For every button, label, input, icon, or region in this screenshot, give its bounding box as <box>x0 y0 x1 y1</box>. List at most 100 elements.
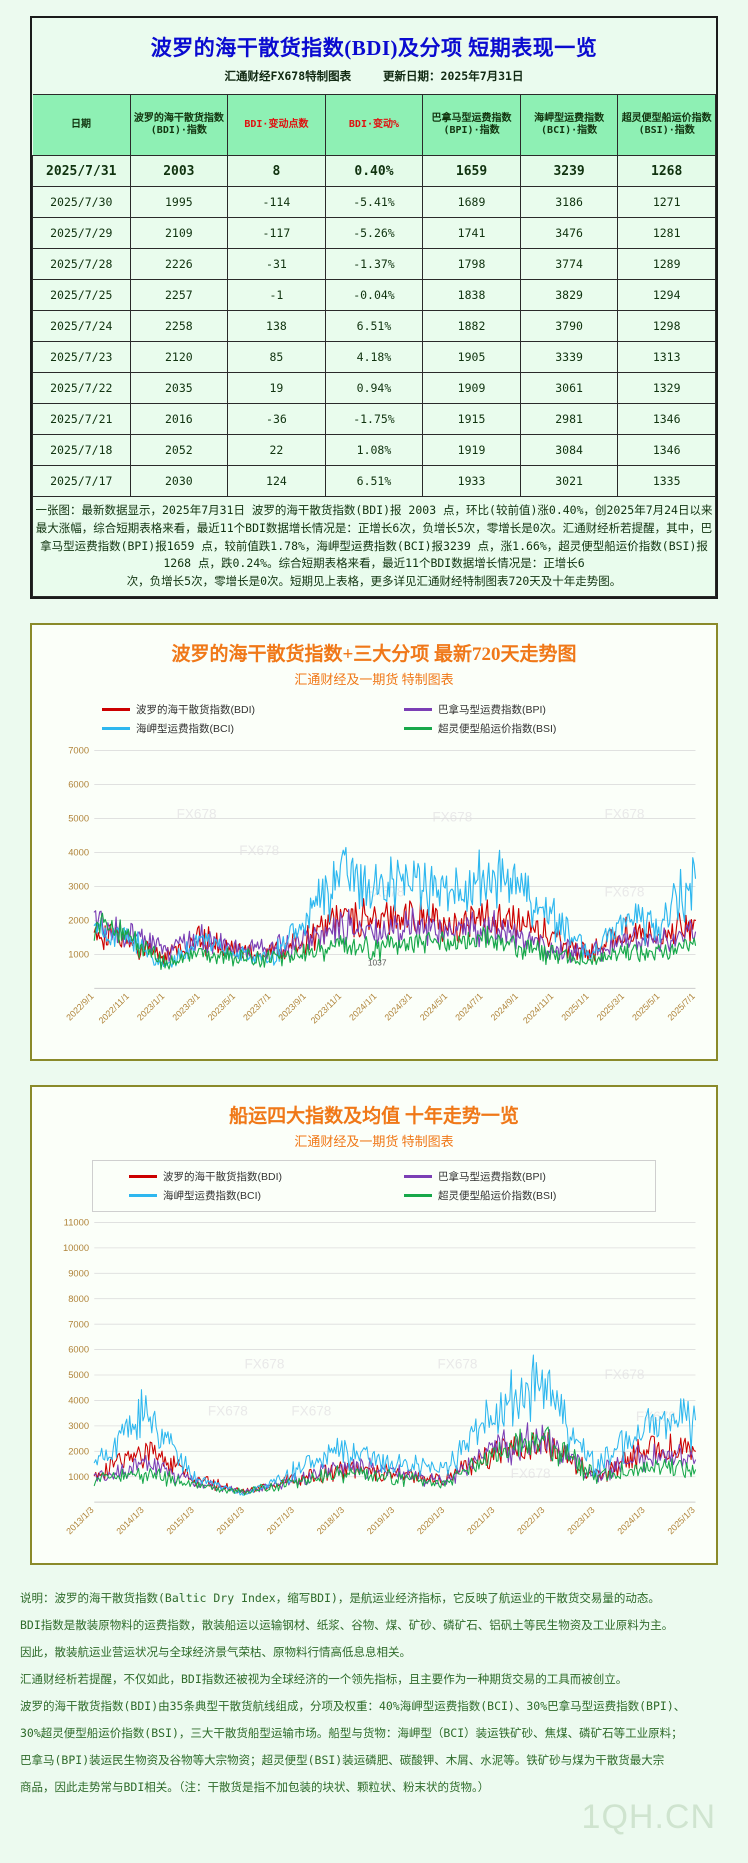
legend-label: 波罗的海干散货指数(BDI) <box>136 704 255 717</box>
x-axis-tick-label: 2022/11/1 <box>97 991 132 1026</box>
bdi-table-card: 波罗的海干散货指数(BDI)及分项 短期表现一览 汇通财经FX678特制图表 更… <box>30 16 718 600</box>
x-axis-tick-label: 2021/1/3 <box>465 1505 497 1537</box>
x-axis-tick-label: 2020/1/3 <box>415 1505 447 1537</box>
watermark: FX678 <box>605 806 645 821</box>
legend-item: 巴拿马型运费指数(BPI) <box>374 1167 649 1186</box>
cell-bci: 3476 <box>519 217 619 249</box>
x-axis-tick-label: 2013/1/3 <box>64 1505 96 1537</box>
cell-bdi: 2257 <box>129 279 229 311</box>
x-axis-tick-label: 2024/9/1 <box>489 991 521 1023</box>
cell-bci: 3774 <box>519 248 619 280</box>
x-axis-tick-label: 2023/3/1 <box>170 991 202 1023</box>
chart2-legend: 波罗的海干散货指数(BDI) 巴拿马型运费指数(BPI) 海岬型运费指数(BCI) 超… <box>92 1160 656 1213</box>
legend-label: 超灵便型船运价指数(BSI) <box>438 723 557 736</box>
legend-item: 超灵便型船运价指数(BSI) <box>374 1186 649 1205</box>
cell-bsi: 1268 <box>617 155 716 187</box>
cell-bci: 2981 <box>519 403 619 435</box>
cell-bpi: 1798 <box>422 248 521 280</box>
y-axis-tick-label: 5000 <box>68 813 89 824</box>
watermark: FX678 <box>208 1404 248 1419</box>
watermark: FX678 <box>605 885 645 900</box>
site-brand: 1QH.CN <box>581 1797 716 1836</box>
legend-color-swatch <box>129 1175 157 1179</box>
x-axis-tick-label: 2017/1/3 <box>265 1505 297 1537</box>
y-axis-tick-label: 7000 <box>68 745 89 756</box>
col-bpi: 巴拿马型运费指数(BPI)·指数 <box>422 94 521 156</box>
cell-bpi: 1689 <box>422 186 521 218</box>
summary-note: 一张图：最新数据显示，2025年7月31日 波罗的海干散货指数(BDI)报 20… <box>32 495 716 598</box>
cell-bdi-change-pct: 0.40% <box>324 155 424 187</box>
legend-label: 海岬型运费指数(BCI) <box>163 1190 261 1203</box>
table-row: 2025/7/30 1995 -114 -5.41% 1689 3186 1271 <box>32 186 716 218</box>
cell-bpi: 1933 <box>422 465 521 497</box>
cell-bdi: 2120 <box>129 341 229 373</box>
chart1-plot-area: FX678 FX678 FX678 FX678 FX678 FX678 1000 2000 30… <box>32 740 716 1059</box>
x-axis-tick-label: 2024/7/1 <box>453 991 485 1023</box>
legend-item: 海岬型运费指数(BCI) <box>72 719 374 738</box>
x-axis-tick-label: 2025/3/1 <box>595 991 627 1023</box>
chart-card-tenyear: 船运四大指数及均值 十年走势一览 汇通财经及一期货 特制图表 波罗的海干散货指数… <box>30 1085 718 1565</box>
y-axis-tick-label: 1000 <box>68 1471 89 1482</box>
cell-bdi: 2052 <box>129 434 229 466</box>
series-line-2 <box>93 846 697 968</box>
chart2-svg: FX678 FX678 FX678 FX678 FX678 FX678 FX678 1000 2… <box>63 1217 697 1537</box>
cell-bpi: 1659 <box>422 155 521 187</box>
chart2-subtitle: 汇通财经及一期货 特制图表 <box>294 1134 454 1150</box>
legend-color-swatch <box>102 708 130 712</box>
page-title: 波罗的海干散货指数(BDI)及分项 短期表现一览 <box>150 36 598 60</box>
footer-line: 汇通财经析若提醒，不仅如此，BDI指数还被视为全球经济的一个领先指标，且主要作为… <box>20 1671 628 1686</box>
y-axis-tick-label: 6000 <box>68 1344 89 1355</box>
footer-line: 因此，散装航运业营运状况与全球经济景气荣枯、原物料行情高低息息相关。 <box>20 1644 411 1659</box>
watermark: FX678 <box>291 1404 331 1419</box>
cell-bdi-change-points: 19 <box>227 372 326 404</box>
table-row: 2025/7/21 2016 -36 -1.75% 1915 2981 1346 <box>32 403 716 435</box>
cell-bsi: 1289 <box>617 248 716 280</box>
legend-label: 超灵便型船运价指数(BSI) <box>438 1190 557 1203</box>
cell-bsi: 1329 <box>617 372 716 404</box>
x-axis-tick-label: 2023/1/1 <box>135 991 167 1023</box>
watermark: FX678 <box>438 1357 478 1372</box>
footer-line: 巴拿马(BPI)装运民生物资及谷物等大宗物资；超灵便型(BSI)装运磷肥、碳酸钾… <box>20 1752 665 1767</box>
legend-item: 超灵便型船运价指数(BSI) <box>374 719 676 738</box>
table-row: 2025/7/18 2052 22 1.08% 1919 3084 1346 <box>32 434 716 466</box>
cell-bsi: 1294 <box>617 279 716 311</box>
table-subtitle: 汇通财经FX678特制图表 更新日期：2025年7月31日 <box>32 64 716 94</box>
cell-bci: 3790 <box>519 310 619 342</box>
y-axis-tick-label: 3000 <box>68 881 89 892</box>
watermark: FX678 <box>605 1367 645 1382</box>
series-line-3 <box>93 1426 696 1496</box>
x-axis-tick-label: 2018/1/3 <box>315 1505 347 1537</box>
table-body: 2025/7/31 2003 8 0.40% 1659 3239 1268 2025/7/30… <box>32 155 716 497</box>
cell-bpi: 1741 <box>422 217 521 249</box>
cell-bci: 3239 <box>519 155 619 187</box>
series-line-2 <box>93 1354 696 1497</box>
watermark: FX678 <box>432 809 472 824</box>
x-axis-tick-label: 2025/7/1 <box>665 991 697 1023</box>
cell-bdi: 2016 <box>129 403 229 435</box>
x-axis-tick-label: 2019/1/3 <box>365 1505 397 1537</box>
cell-date: 2025/7/24 <box>32 310 131 342</box>
footer-description: 说明：波罗的海干散货指数(Baltic Dry Index，缩写BDI)，是航运… <box>20 1587 728 1863</box>
cell-bdi-change-points: 8 <box>227 155 326 187</box>
footer-line: 30%超灵便型船运价指数(BSI)，三大干散货船型运输市场。船型与货物：海岬型（… <box>20 1725 683 1740</box>
x-axis-tick-label: 2024/3/1 <box>383 991 415 1023</box>
chart2-plot-area: FX678 FX678 FX678 FX678 FX678 FX678 FX678 1000 2… <box>32 1212 716 1562</box>
cell-bdi-change-pct: 4.18% <box>324 341 424 373</box>
cell-bci: 3186 <box>519 186 619 218</box>
cell-date: 2025/7/28 <box>32 248 131 280</box>
legend-label: 海岬型运费指数(BCI) <box>136 723 234 736</box>
col-bdi: 波罗的海干散货指数(BDI)·指数 <box>130 94 229 156</box>
cell-bdi-change-pct: -0.04% <box>324 279 424 311</box>
cell-bdi-change-points: -114 <box>227 186 326 218</box>
summary-note-main: 一张图：最新数据显示，2025年7月31日 波罗的海干散货指数(BDI)报 20… <box>35 503 713 571</box>
table-row: 2025/7/23 2120 85 4.18% 1905 3339 1313 <box>32 341 716 373</box>
x-axis-tick-label: 2016/1/3 <box>215 1505 247 1537</box>
table-row: 2025/7/25 2257 -1 -0.04% 1838 3829 1294 <box>32 279 716 311</box>
watermark: FX678 <box>244 1357 284 1372</box>
footer-line: 说明：波罗的海干散货指数(Baltic Dry Index，缩写BDI)，是航运… <box>20 1590 660 1605</box>
cell-bpi: 1905 <box>422 341 521 373</box>
cell-date: 2025/7/29 <box>32 217 131 249</box>
legend-item: 巴拿马型运费指数(BPI) <box>374 700 676 719</box>
cell-date: 2025/7/25 <box>32 279 131 311</box>
cell-bdi-change-pct: -5.26% <box>324 217 424 249</box>
